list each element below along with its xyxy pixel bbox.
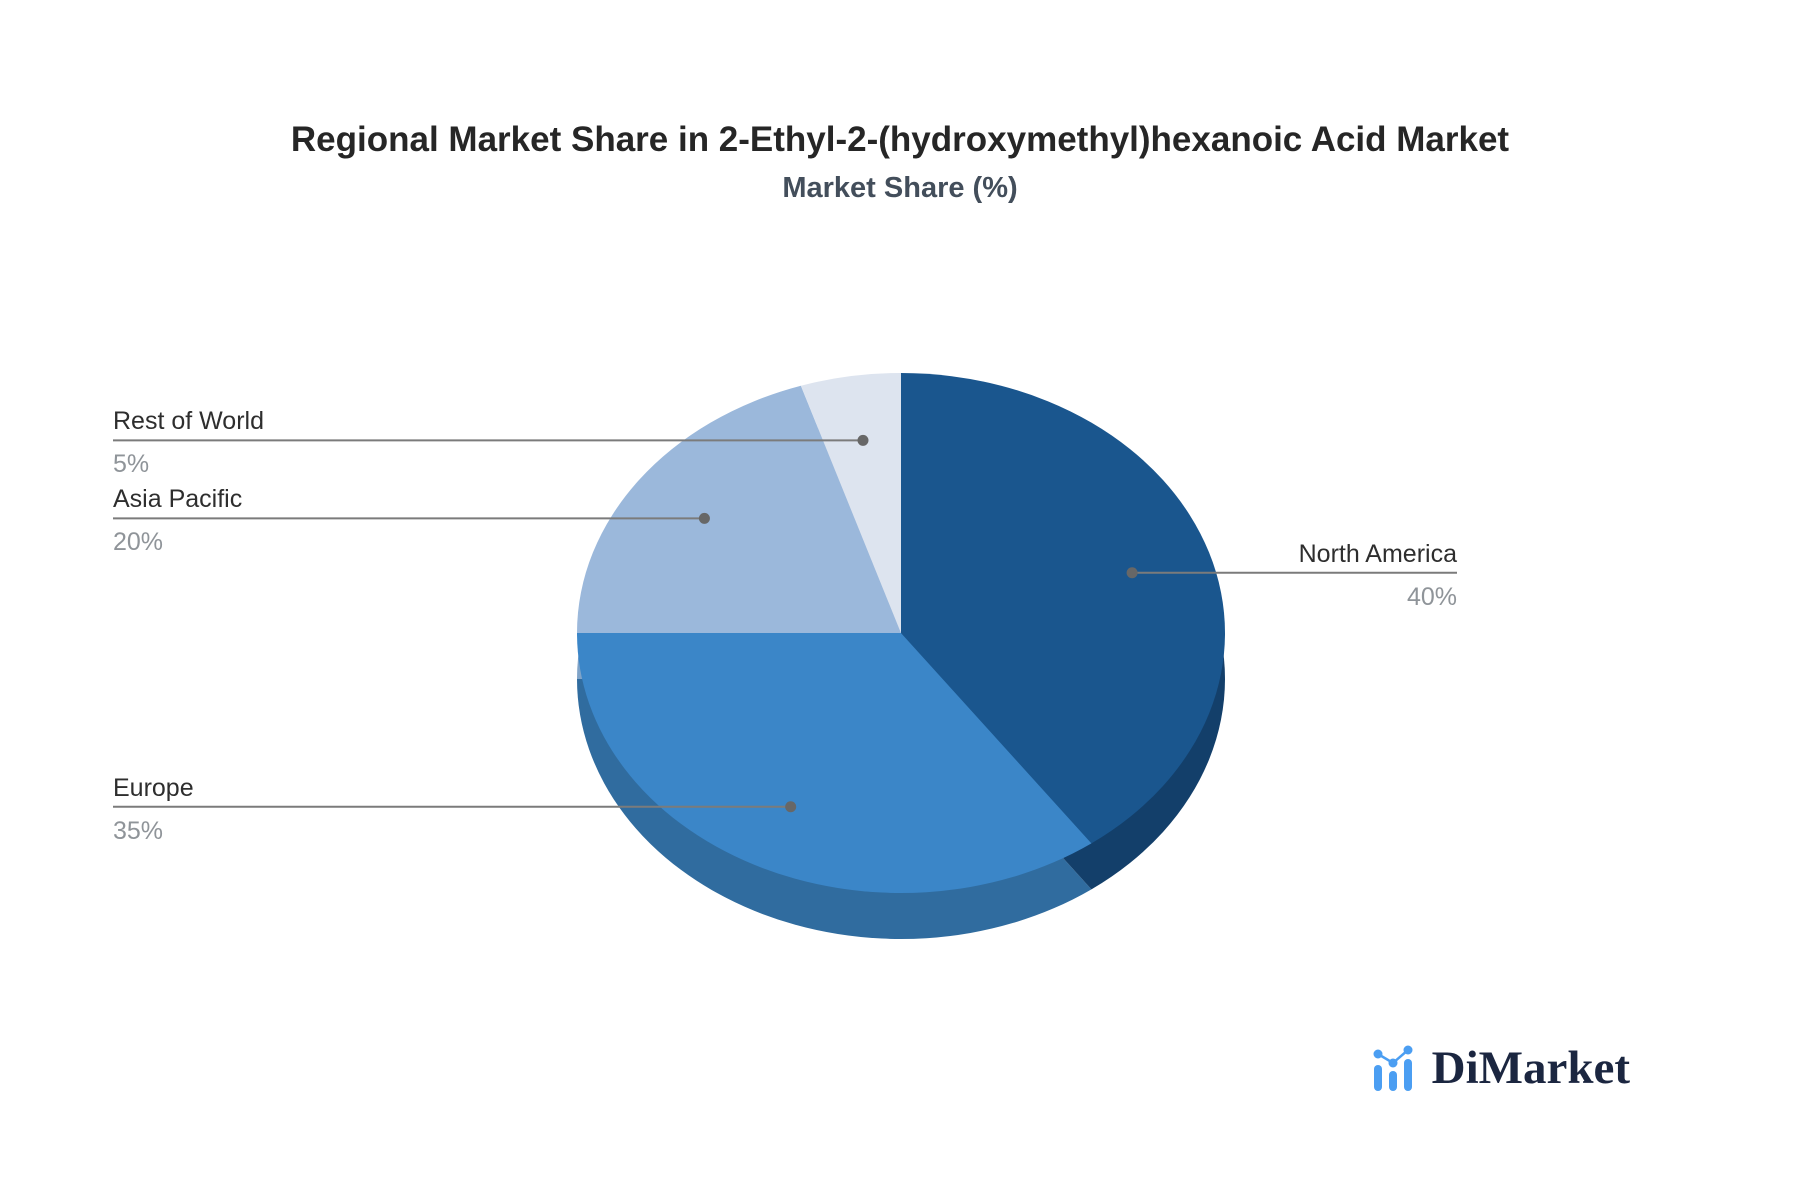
line-chart-dot (1388, 1058, 1398, 1068)
slice-value-rest-of-world: 5% (113, 450, 150, 478)
pie-slice-rest-of-world (800, 373, 901, 633)
leader-dot-europe (785, 801, 797, 813)
slice-label-north-america: North America (1298, 540, 1457, 568)
pie-slice-europe (577, 633, 1092, 893)
pie-slice-north-america (901, 373, 1225, 844)
brand-name: DiMarket (1431, 1042, 1630, 1094)
slice-label-rest-of-world: Rest of World (113, 407, 264, 435)
leader-dot-asia-pacific (698, 512, 710, 524)
bar-icon-bar (1373, 1065, 1382, 1091)
bar-icon-bar (1388, 1071, 1397, 1091)
slice-value-north-america: 40% (1406, 583, 1457, 611)
bar-line-chart-icon (1373, 1045, 1413, 1091)
line-chart-dot (1373, 1049, 1383, 1059)
line-chart-dot (1403, 1045, 1413, 1055)
chart-subtitle: Market Share (%) (782, 172, 1018, 204)
slice-value-europe: 35% (113, 817, 164, 845)
leader-dot-north-america (1126, 567, 1138, 579)
pie-slice-asia-pacific (577, 385, 901, 633)
slice-label-europe: Europe (113, 774, 194, 802)
leader-dot-rest-of-world (857, 434, 869, 446)
chart-title: Regional Market Share in 2-Ethyl-2-(hydr… (290, 120, 1510, 159)
brand-logo: DiMarket (1371, 1038, 1630, 1098)
slice-value-asia-pacific: 20% (113, 528, 164, 556)
slice-label-asia-pacific: Asia Pacific (113, 485, 243, 513)
bar-icon-bar (1403, 1059, 1412, 1091)
